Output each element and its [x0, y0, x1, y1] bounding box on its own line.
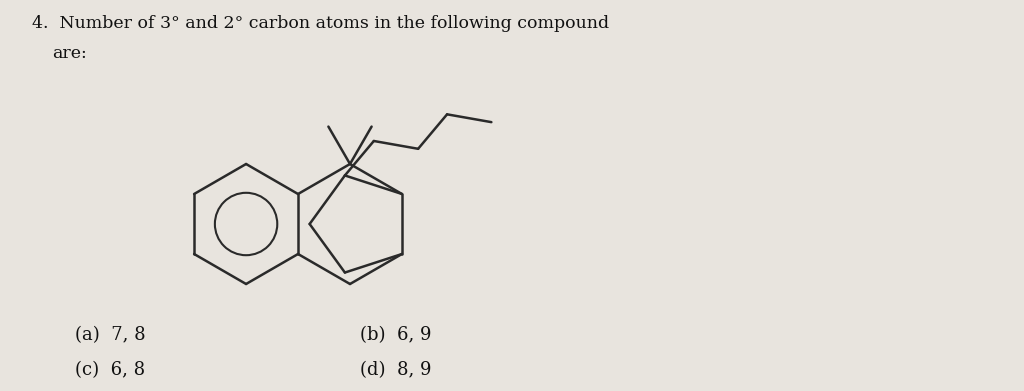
Text: 4.  Number of 3° and 2° carbon atoms in the following compound: 4. Number of 3° and 2° carbon atoms in t… [32, 15, 609, 32]
Text: (d)  8, 9: (d) 8, 9 [360, 361, 431, 379]
Text: (a)  7, 8: (a) 7, 8 [75, 326, 145, 344]
Text: (b)  6, 9: (b) 6, 9 [360, 326, 431, 344]
Text: are:: are: [52, 45, 87, 62]
Text: (c)  6, 8: (c) 6, 8 [75, 361, 145, 379]
